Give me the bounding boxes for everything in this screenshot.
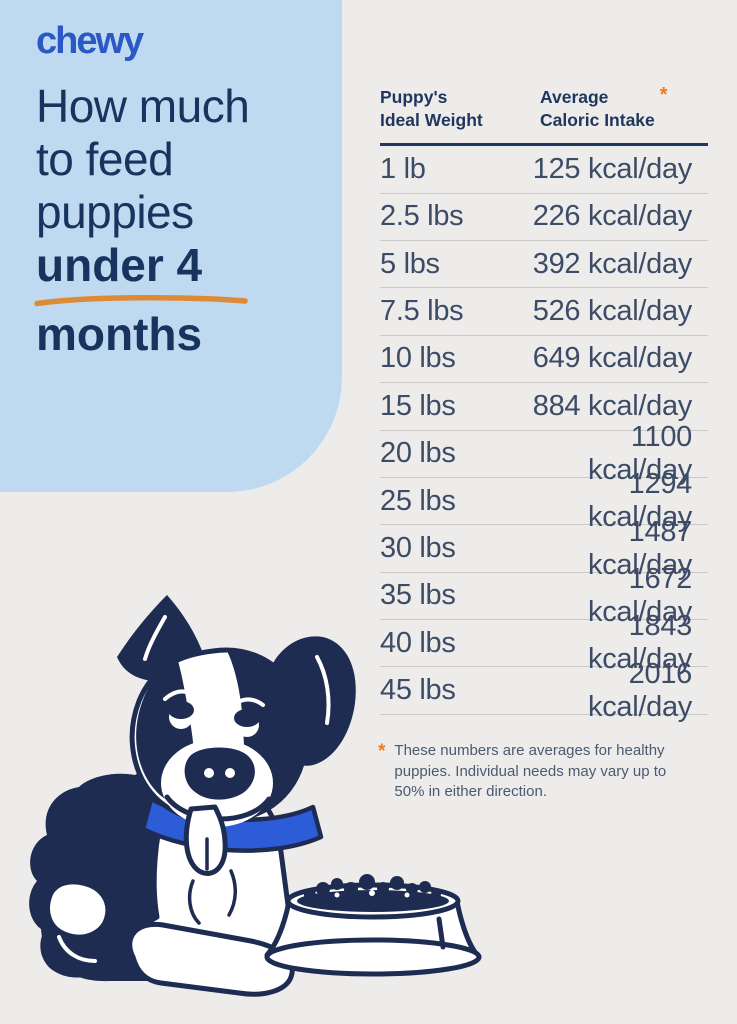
table-header: Puppy's Ideal Weight Average Caloric Int… bbox=[380, 84, 708, 132]
title-line-2: to feed bbox=[36, 133, 174, 185]
dog-left-paw bbox=[45, 879, 111, 940]
asterisk-icon: * bbox=[378, 741, 386, 762]
asterisk-icon: * bbox=[659, 84, 668, 106]
table-row: 30 lbs 1487 kcal/day bbox=[380, 516, 708, 581]
title-panel bbox=[0, 0, 342, 492]
chewy-logo: chewy bbox=[36, 20, 144, 62]
table-row: 25 lbs 1294 kcal/day bbox=[380, 468, 708, 533]
table-row: 7.5 lbs 526 kcal/day bbox=[380, 288, 708, 336]
header-rule bbox=[380, 143, 708, 147]
table-row: 5 lbs 392 kcal/day bbox=[380, 241, 708, 289]
table-row: 15 lbs 884 kcal/day bbox=[380, 383, 708, 431]
title-line-1: How much bbox=[36, 80, 250, 132]
table-row: 40 lbs 1843 kcal/day bbox=[380, 610, 708, 675]
table-row: 10 lbs 649 kcal/day bbox=[380, 336, 708, 384]
puppy-illustration bbox=[29, 595, 482, 997]
feeding-table: Puppy's Ideal Weight Average Caloric Int… bbox=[380, 84, 708, 723]
footnote-text: These numbers are averages for healthy p… bbox=[394, 742, 667, 801]
header-weight-column: Puppy's Ideal Weight bbox=[380, 87, 483, 131]
orange-underline-swoosh-icon bbox=[34, 294, 248, 307]
header-calories-column: Average Caloric Intake * bbox=[540, 84, 668, 131]
dog-tongue bbox=[183, 804, 228, 876]
title-line-3: puppies bbox=[36, 186, 194, 238]
dog-eyes bbox=[163, 689, 265, 737]
page-title: How much to feed puppies under 4 months bbox=[34, 80, 250, 361]
dog-front-paw bbox=[127, 921, 295, 997]
table-row: 2.5 lbs 226 kcal/day bbox=[380, 194, 708, 241]
title-line-5: months bbox=[36, 308, 203, 360]
food-bowl-illustration bbox=[264, 874, 482, 977]
ear-detail-line bbox=[315, 655, 331, 725]
table-row: 35 lbs 1672 kcal/day bbox=[380, 563, 708, 628]
table-row: 1 lb 125 kcal/day bbox=[380, 146, 708, 194]
table-row: 45 lbs 2016 kcal/day bbox=[380, 658, 708, 723]
title-line-4: under 4 bbox=[36, 239, 203, 291]
footnote: * These numbers are averages for healthy… bbox=[378, 741, 690, 803]
table-row: 20 lbs 1100 kcal/day bbox=[380, 421, 708, 486]
ear-detail-line bbox=[143, 615, 167, 661]
